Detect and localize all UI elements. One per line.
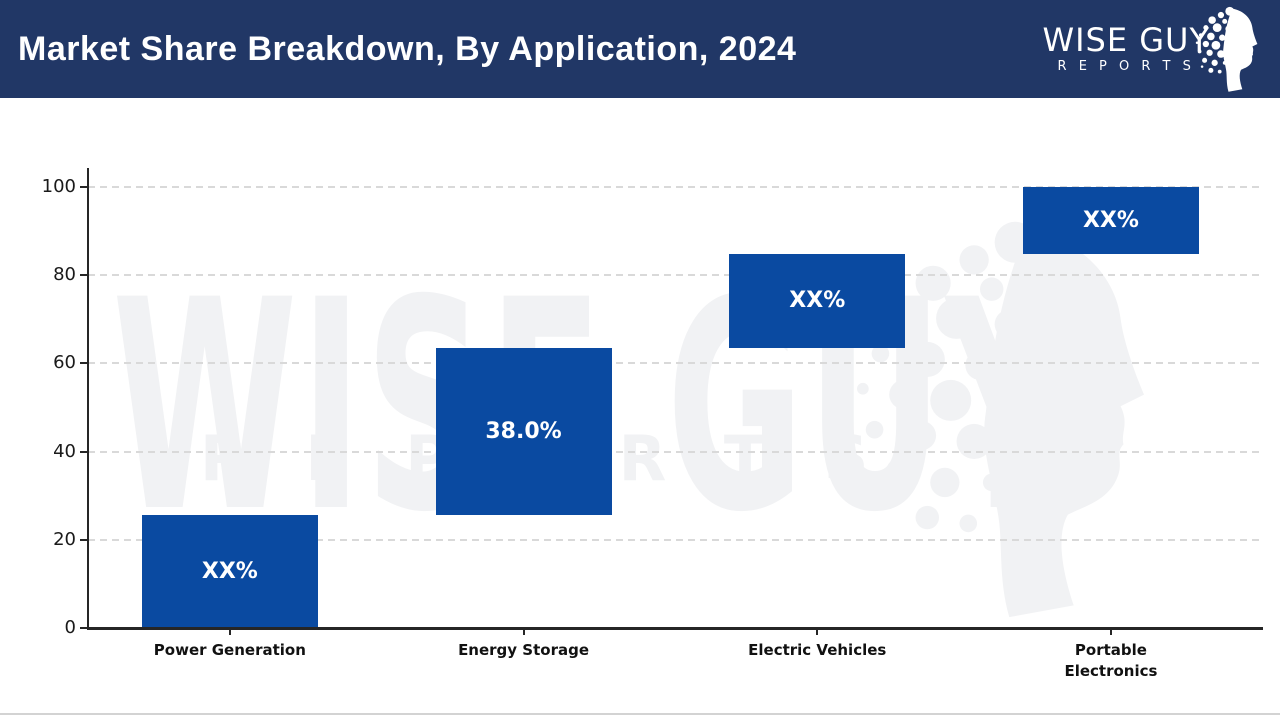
- y-tick-label: 80: [53, 264, 76, 286]
- gridline: [88, 274, 1262, 277]
- x-axis-label: Electric Vehicles: [748, 641, 887, 659]
- y-tick-mark: [80, 538, 88, 541]
- y-tick-mark: [80, 627, 88, 629]
- footer-divider: [0, 713, 1280, 715]
- y-tick-label: 0: [64, 617, 76, 638]
- x-axis-line: [87, 627, 1263, 630]
- y-tick-label: 60: [53, 352, 76, 374]
- header: Market Share Breakdown, By Application, …: [0, 0, 1280, 98]
- page-title: Market Share Breakdown, By Application, …: [18, 29, 797, 68]
- gridline: [88, 186, 1262, 188]
- y-tick-label: 40: [53, 440, 76, 462]
- x-tick-mark: [228, 628, 231, 635]
- brand-subtitle: R E P O R T S: [1057, 59, 1195, 74]
- bar-power-generation: XX%: [141, 515, 318, 628]
- brand-wordmark: WISE GUY R E P O R T S: [1042, 24, 1210, 74]
- brand-name: WISE GUY: [1042, 21, 1210, 59]
- x-tick-mark: [816, 628, 819, 635]
- bar-electric-vehicles: XX%: [729, 254, 906, 348]
- y-tick-mark: [80, 362, 88, 365]
- chart-area: WISE GUY R E P O R T S 020406080100XX%Po…: [0, 98, 1280, 714]
- bar-energy-storage: 38.0%: [435, 347, 612, 516]
- y-tick-mark: [80, 186, 88, 188]
- brand-logo: WISE GUY R E P O R T S: [1042, 0, 1270, 98]
- x-axis-label: Power Generation: [153, 641, 306, 659]
- gridline: [88, 538, 1262, 541]
- gridline: [88, 450, 1262, 453]
- x-tick-mark: [522, 628, 525, 635]
- y-tick-label: 20: [53, 528, 76, 550]
- y-tick-label: 100: [41, 176, 76, 197]
- bar-value-label: XX%: [1082, 208, 1139, 234]
- y-axis-line: [87, 168, 89, 629]
- y-tick-mark: [80, 450, 88, 453]
- x-axis-label: Portable Electronics: [1064, 641, 1158, 680]
- x-axis-label: Energy Storage: [458, 641, 590, 659]
- bar-value-label: XX%: [789, 288, 846, 314]
- x-tick-mark: [1109, 628, 1112, 635]
- bar-value-label: XX%: [201, 559, 258, 585]
- gridline: [88, 362, 1262, 365]
- y-tick-mark: [80, 274, 88, 277]
- bar-portable-electronics: XX%: [1022, 187, 1199, 255]
- bar-value-label: 38.0%: [485, 418, 562, 444]
